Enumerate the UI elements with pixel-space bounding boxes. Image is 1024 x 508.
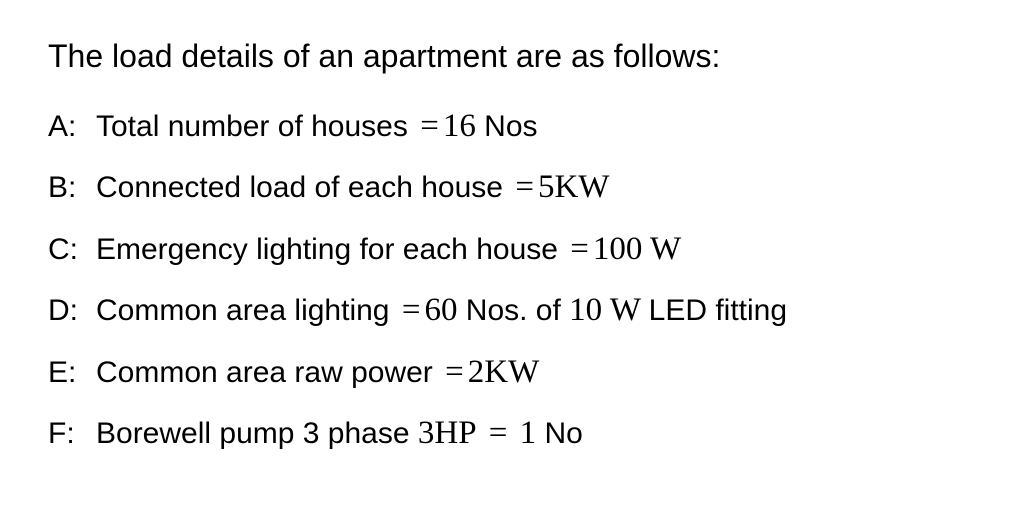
list-item: C: Emergency lighting for each house =10…: [48, 225, 976, 275]
item-value: 100: [593, 231, 643, 267]
item-unit: Nos. of: [457, 294, 569, 327]
item-prefix: Connected load of each house: [96, 171, 511, 204]
list-item: A: Total number of houses =16 Nos: [48, 102, 976, 152]
equals-sign: =: [477, 415, 520, 451]
item-value2: 1: [520, 415, 537, 451]
item-content: Total number of houses =16 Nos: [96, 102, 538, 152]
item-value: 60: [424, 292, 457, 328]
item-letter: F:: [48, 411, 88, 456]
item-suffix2: LED fitting: [649, 294, 787, 327]
item-unit: W: [642, 231, 681, 267]
item-letter: C:: [48, 227, 88, 272]
item-unit: KW: [554, 169, 609, 205]
item-unit: Nos: [476, 110, 538, 143]
item-letter: B:: [48, 165, 88, 210]
item-unit: HP: [434, 415, 476, 451]
item-prefix: Common area lighting: [96, 294, 398, 327]
item-content: Common area lighting =60 Nos. of 10 W LE…: [96, 286, 787, 336]
item-letter: D:: [48, 288, 88, 333]
item-unit: KW: [484, 354, 539, 390]
item-content: Connected load of each house =5KW: [96, 163, 609, 213]
equals-sign: =: [398, 292, 425, 328]
equals-sign: =: [441, 354, 468, 390]
equals-sign: =: [566, 231, 593, 267]
equals-sign: =: [416, 108, 443, 144]
item-unit2: W: [602, 292, 648, 328]
document-heading: The load details of an apartment are as …: [48, 36, 976, 78]
item-letter: A:: [48, 104, 88, 149]
item-content: Common area raw power =2KW: [96, 348, 539, 398]
list-item: D: Common area lighting =60 Nos. of 10 W…: [48, 286, 976, 336]
list-item: E: Common area raw power =2KW: [48, 348, 976, 398]
item-prefix: Total number of houses: [96, 110, 416, 143]
list-item: B: Connected load of each house =5KW: [48, 163, 976, 213]
item-prefix: Borewell pump 3 phase: [96, 417, 418, 450]
item-value2: 10: [569, 292, 602, 328]
item-value: 3: [418, 415, 435, 451]
items-list: A: Total number of houses =16 Nos B: Con…: [48, 102, 976, 459]
item-letter: E:: [48, 350, 88, 395]
list-item: F: Borewell pump 3 phase 3HP = 1 No: [48, 409, 976, 459]
item-value: 2: [468, 354, 485, 390]
item-content: Borewell pump 3 phase 3HP = 1 No: [96, 409, 583, 459]
item-value: 5: [538, 169, 555, 205]
item-prefix: Emergency lighting for each house: [96, 233, 566, 266]
item-suffix2: No: [536, 417, 583, 450]
item-value: 16: [443, 108, 476, 144]
equals-sign: =: [511, 169, 538, 205]
item-content: Emergency lighting for each house =100 W: [96, 225, 681, 275]
item-prefix: Common area raw power: [96, 356, 441, 389]
